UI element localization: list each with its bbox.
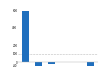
Bar (48, 62, 55, 64)
Bar (87, 62, 94, 66)
Bar (35, 62, 42, 66)
Bar (22, 11, 29, 62)
